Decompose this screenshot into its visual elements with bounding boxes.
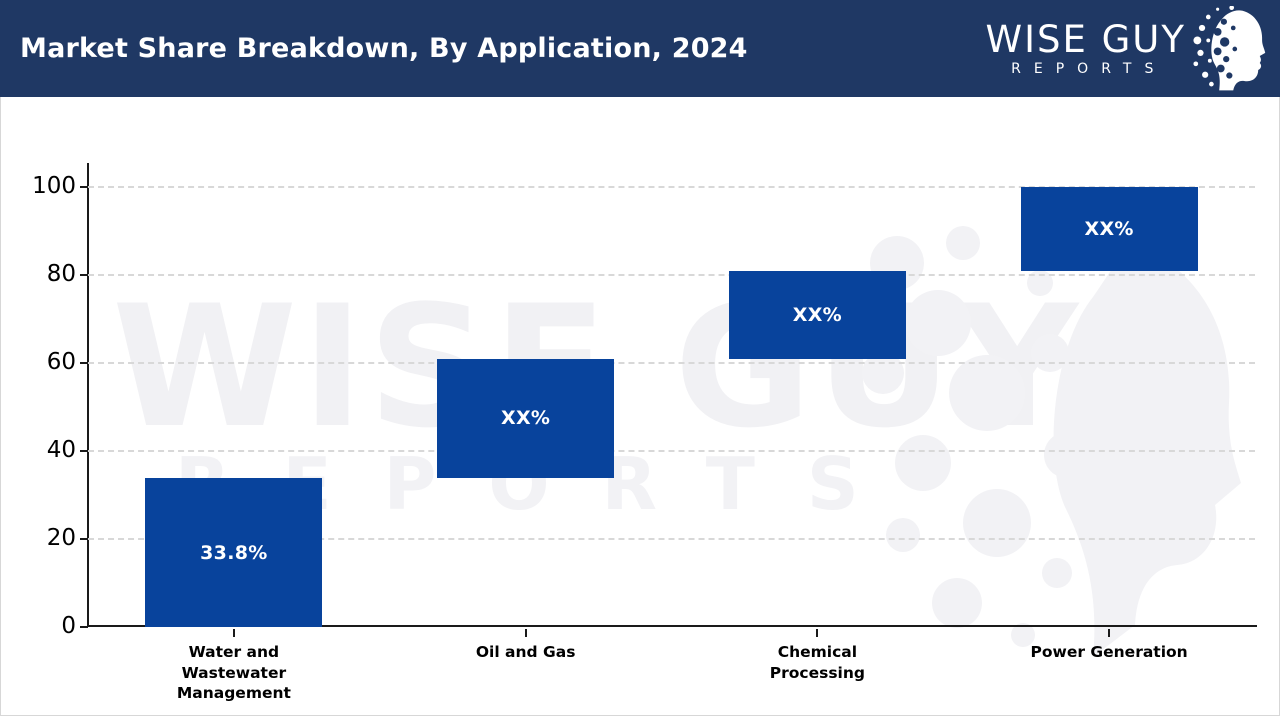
y-axis-tick (80, 362, 88, 364)
y-axis-tick-label: 20 (46, 525, 76, 551)
left-border-line (0, 97, 1, 716)
y-axis-tick (80, 274, 88, 276)
gridline-y-60 (88, 362, 1255, 364)
x-axis-line (87, 625, 1257, 627)
x-axis-tick (1108, 629, 1111, 637)
x-axis-tick (232, 629, 235, 637)
gridline-y-20 (88, 538, 1255, 540)
x-category-label-line: Management (176, 684, 291, 702)
bar-power-generation: XX% (1020, 187, 1198, 271)
bar-value-label: 33.8% (200, 541, 268, 564)
gridline-y-80 (88, 274, 1255, 276)
x-category-label-line: Water and (188, 643, 280, 661)
x-category-label: Water and Wastewater Management (84, 642, 384, 704)
y-axis-tick (80, 626, 88, 628)
y-axis-tick-label: 40 (46, 437, 76, 463)
x-category-label: Chemical Processing (667, 642, 967, 683)
wiseguy-logo: WISE GUY REPORTS (985, 5, 1280, 92)
wiseguy-logo-line2: REPORTS (1011, 60, 1167, 77)
x-axis-tick (816, 629, 819, 637)
y-axis-tick (80, 450, 88, 452)
y-axis-tick (80, 186, 88, 188)
x-category-label-line: Chemical (777, 643, 858, 661)
gridline-y-40 (88, 450, 1255, 452)
y-axis-tick-label: 100 (32, 173, 76, 199)
x-category-label: Oil and Gas (376, 642, 676, 663)
page-title: Market Share Breakdown, By Application, … (20, 33, 748, 64)
bar-water-and-wastewater-management: 33.8% (145, 478, 323, 627)
x-category-label: Power Generation (959, 642, 1259, 663)
header-bar: Market Share Breakdown, By Application, … (0, 0, 1280, 97)
y-axis-tick-label: 0 (61, 613, 76, 639)
x-category-label-line: Wastewater (181, 663, 287, 682)
y-axis-tick (80, 538, 88, 540)
bottom-border-line (0, 715, 1280, 716)
bar-value-label: XX% (501, 407, 551, 430)
x-category-label-line: Power Generation (1030, 643, 1188, 661)
wiseguy-logo-text: WISE GUY REPORTS (985, 17, 1186, 78)
x-axis-tick (524, 629, 527, 637)
bar-chemical-processing: XX% (728, 270, 906, 359)
bar-value-label: XX% (792, 303, 842, 326)
bar-value-label: XX% (1084, 217, 1134, 240)
wiseguy-head-icon (1193, 5, 1266, 90)
x-category-label-line: Processing (769, 663, 865, 682)
x-category-label-line: Oil and Gas (475, 643, 576, 661)
gridline-y-100 (88, 186, 1255, 188)
y-axis-tick-label: 80 (46, 261, 76, 287)
y-axis-tick-label: 60 (46, 349, 76, 375)
bar-oil-and-gas: XX% (437, 358, 615, 479)
plot-area: 0 20 40 60 80 100 33.8% Water and Wastewater Mana… (0, 97, 1280, 720)
y-axis-line (87, 163, 89, 627)
wiseguy-logo-line1: WISE GUY (985, 17, 1186, 61)
